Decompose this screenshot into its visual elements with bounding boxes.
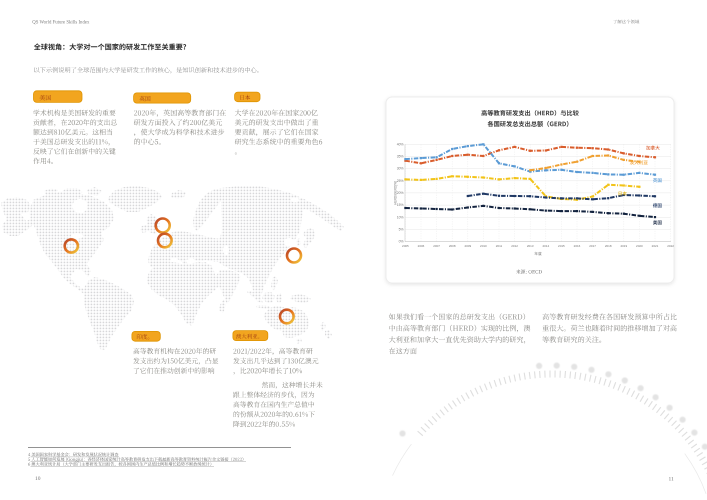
svg-text:QS World Future Skills Index: QS World Future Skills Index (32, 20, 90, 25)
svg-text:HERD/GERD[%]: HERD/GERD[%] (394, 181, 398, 205)
svg-text:2017: 2017 (589, 244, 596, 248)
svg-text:2006: 2006 (418, 244, 425, 248)
svg-text:2020: 2020 (636, 244, 643, 248)
svg-text:35%: 35% (397, 155, 404, 159)
svg-text:2016: 2016 (574, 244, 581, 248)
svg-text:10%: 10% (397, 215, 404, 219)
svg-text:2012: 2012 (511, 244, 518, 248)
svg-text:15%: 15% (397, 203, 404, 207)
svg-text:2021: 2021 (652, 244, 659, 248)
svg-text:10: 10 (35, 476, 41, 482)
svg-text:2014: 2014 (542, 244, 549, 248)
svg-text:2022: 2022 (667, 244, 674, 248)
svg-text:2015: 2015 (558, 244, 565, 248)
svg-text:2010: 2010 (480, 244, 487, 248)
svg-text:25%: 25% (397, 179, 404, 183)
svg-text:20%: 20% (397, 191, 404, 195)
svg-text:2013: 2013 (527, 244, 534, 248)
svg-text:2005: 2005 (402, 244, 409, 248)
svg-text:2008: 2008 (449, 244, 456, 248)
svg-text:0%: 0% (399, 240, 404, 244)
svg-text:2007: 2007 (433, 244, 440, 248)
svg-text:40%: 40% (397, 142, 404, 146)
svg-text:5%: 5% (399, 228, 404, 232)
svg-text:30%: 30% (397, 167, 404, 171)
svg-text:11: 11 (669, 477, 675, 483)
svg-text:2011: 2011 (496, 244, 503, 248)
svg-text:2018: 2018 (605, 244, 612, 248)
svg-text:2009: 2009 (464, 244, 471, 248)
svg-text:2019: 2019 (620, 244, 627, 248)
